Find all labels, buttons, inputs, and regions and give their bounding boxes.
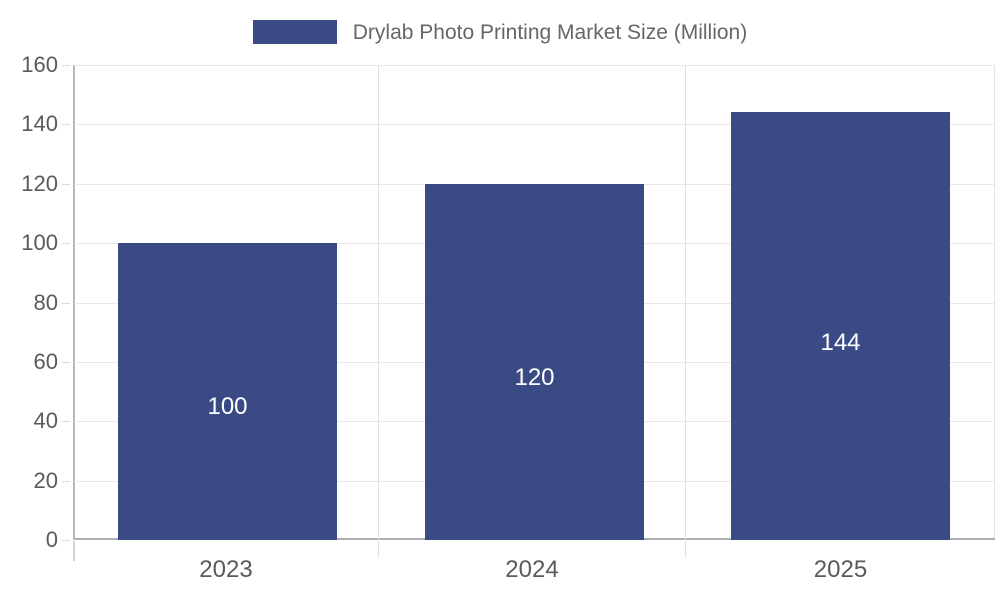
- x-axis-ticks: 2023 2024 2025: [74, 558, 995, 592]
- bar-value-label: 144: [820, 329, 861, 356]
- y-tick-label-100: 100: [21, 230, 58, 256]
- legend-color-swatch-icon: [252, 20, 337, 44]
- y-tick-label-140: 140: [21, 111, 58, 137]
- y-tick-label-120: 120: [21, 170, 58, 196]
- y-tick-mark: [62, 302, 70, 304]
- y-tick-mark: [62, 124, 70, 126]
- y-tick-label-60: 60: [33, 348, 58, 374]
- y-tick-mark: [62, 480, 70, 482]
- bar-2025[interactable]: 144: [731, 112, 950, 540]
- plot-area: 100 120 144: [74, 65, 995, 558]
- bar-value-label: 100: [207, 393, 248, 420]
- y-tick-mark: [62, 421, 70, 423]
- y-tick-label-80: 80: [33, 289, 58, 315]
- x-tick-label-2025: 2025: [813, 556, 868, 583]
- chart-legend: Drylab Photo Printing Market Size (Milli…: [0, 14, 1000, 50]
- category-separator-1: [378, 65, 379, 558]
- bar-2023[interactable]: 100: [118, 243, 337, 540]
- bar-2024[interactable]: 120: [425, 184, 644, 540]
- category-separator-2: [685, 65, 686, 558]
- y-tick-label-160: 160: [21, 52, 58, 77]
- bar-value-label: 120: [514, 364, 555, 391]
- y-tick-mark: [62, 243, 70, 245]
- y-tick-mark: [62, 540, 70, 541]
- y-axis-tick-stub: [73, 541, 75, 561]
- y-tick-label-20: 20: [33, 467, 58, 493]
- y-tick-label-0: 0: [45, 527, 58, 552]
- y-tick-mark: [62, 183, 70, 185]
- legend-item-market-size[interactable]: Drylab Photo Printing Market Size (Milli…: [252, 20, 748, 44]
- y-tick-mark: [62, 361, 70, 363]
- y-tick-label-40: 40: [33, 408, 58, 434]
- gridline-140: [74, 124, 995, 125]
- x-tick-label-2023: 2023: [199, 556, 253, 583]
- y-tick-mark: [62, 65, 70, 66]
- gridline-160: [74, 65, 995, 66]
- x-tick-label-2024: 2024: [505, 556, 559, 583]
- y-axis-ticks: 160 140 120 100 80 60 40 20 0: [0, 54, 1000, 551]
- legend-label: Drylab Photo Printing Market Size (Milli…: [352, 20, 748, 44]
